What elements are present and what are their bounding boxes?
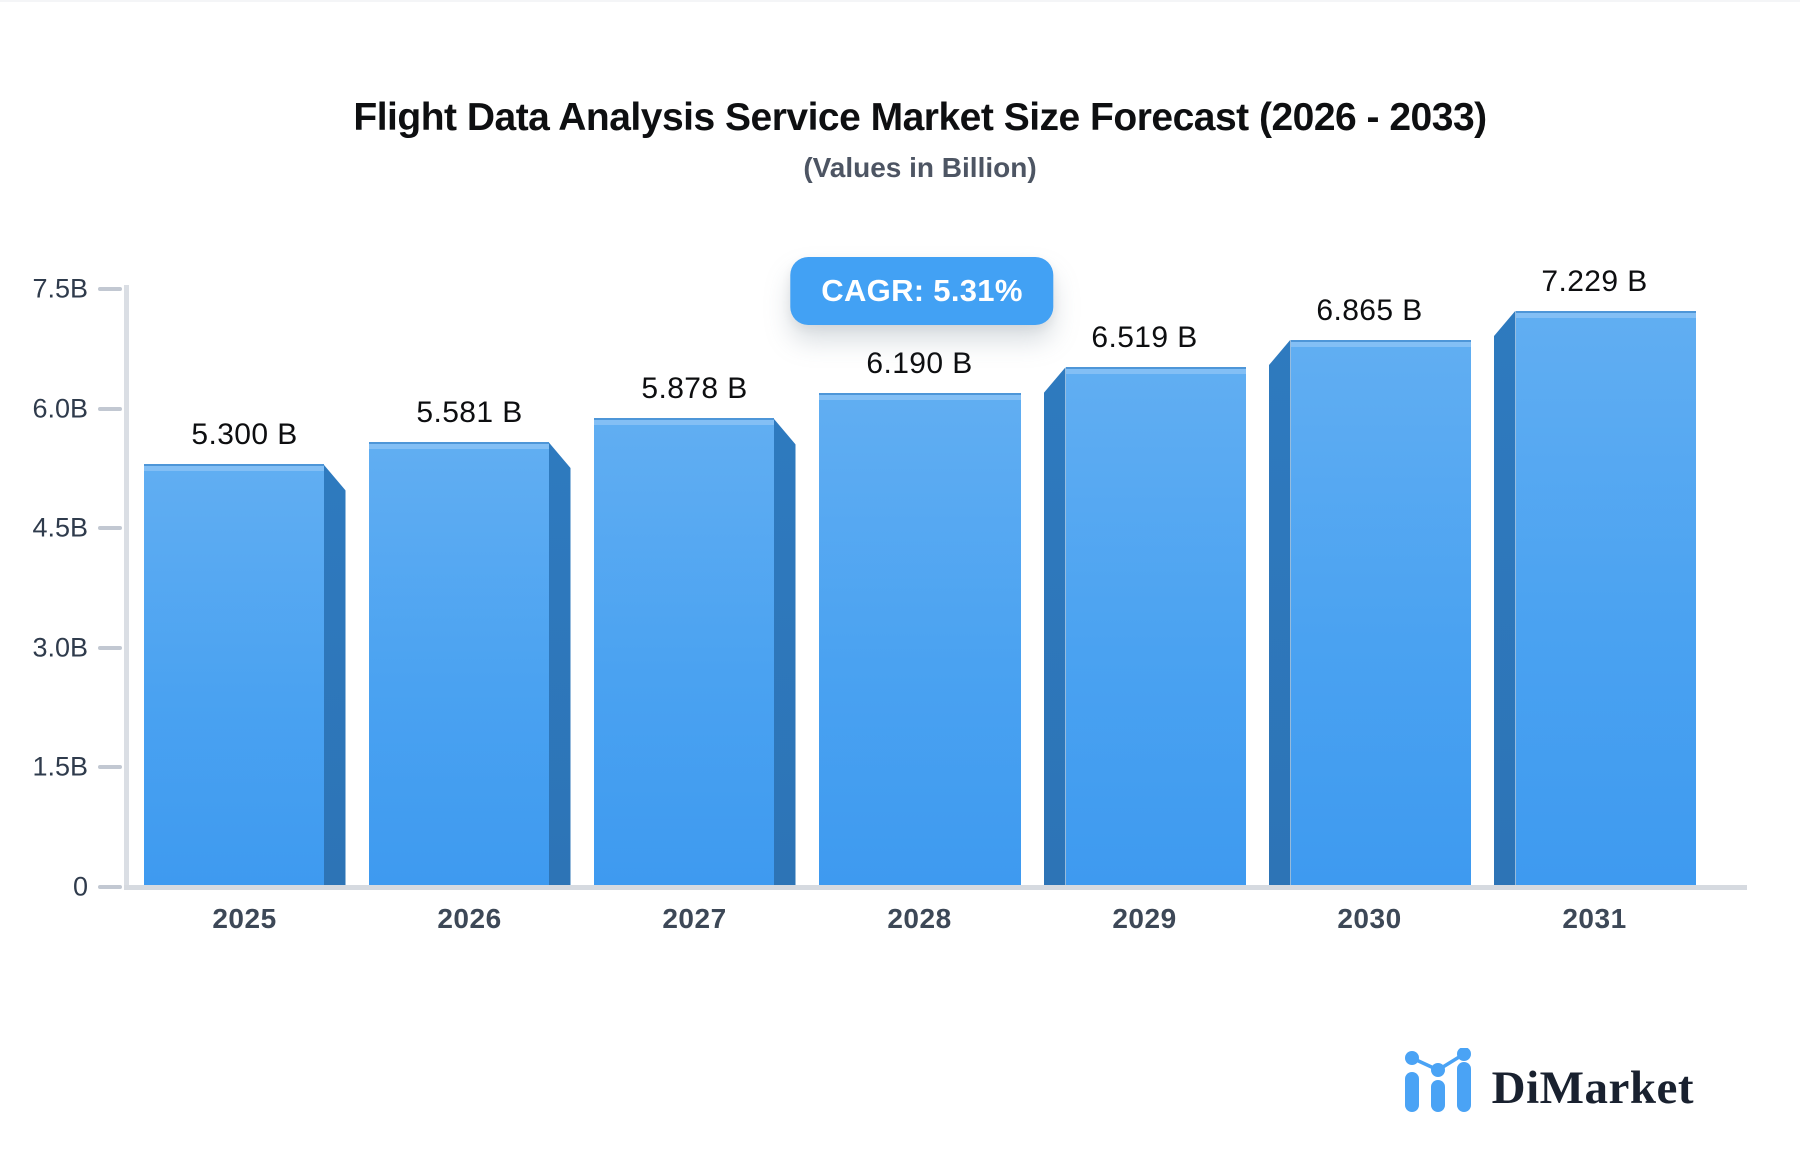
bar-face [1290, 339, 1471, 887]
bar-3d-side [773, 418, 796, 887]
bar-3d-side [1268, 339, 1291, 887]
dimarket-logo-text: DiMarket [1491, 1062, 1694, 1114]
bar: 6.865 B [1268, 294, 1471, 887]
x-axis-line [124, 885, 1747, 890]
bar-face [818, 393, 1021, 887]
y-tick-dash [98, 645, 122, 650]
bar-slot: 6.190 B 2028 [807, 289, 1032, 934]
bar-value-label: 5.878 B [641, 372, 748, 406]
bar: 5.581 B [368, 396, 571, 887]
cagr-badge-label: CAGR: 5.31% [821, 273, 1023, 308]
y-tick-label: 4.5B [32, 512, 88, 543]
dimarket-logo: DiMarket [1404, 1048, 1694, 1114]
bar-chart-trend-icon [1404, 1048, 1471, 1112]
y-tick-label: 3.0B [32, 632, 88, 663]
bar-value-label: 5.581 B [416, 396, 523, 430]
bar: 6.190 B [818, 347, 1021, 887]
bar-3d-side [323, 464, 346, 887]
x-axis-label: 2026 [437, 903, 502, 934]
bar-value-label: 5.300 B [191, 418, 298, 452]
y-tick-label: 1.5B [32, 751, 88, 782]
y-tick-label: 0 [72, 871, 88, 902]
x-axis-label: 2030 [1337, 903, 1402, 934]
bar: 7.229 B [1493, 265, 1696, 887]
bar: 5.878 B [593, 372, 796, 887]
bar-slot: 5.878 B 2027 [582, 289, 807, 934]
x-axis-label: 2025 [212, 903, 277, 934]
bar: 5.300 B [143, 418, 346, 887]
x-axis-label: 2029 [1112, 903, 1177, 934]
y-axis-line [124, 285, 129, 887]
y-tick-dash [98, 765, 122, 770]
bar-face [368, 442, 549, 887]
bar-slot: 6.865 B 2030 [1257, 289, 1482, 934]
bar-3d-side [1493, 310, 1516, 887]
bar-slot: 5.581 B 2026 [357, 289, 582, 934]
y-tick-label: 7.5B [32, 273, 88, 304]
bar-face [143, 464, 324, 887]
bar-slot: 5.300 B 2025 [132, 289, 357, 934]
bar-value-label: 6.865 B [1316, 293, 1423, 327]
bar-face [1515, 310, 1696, 887]
cagr-badge: CAGR: 5.31% [790, 257, 1054, 325]
bars-container: 5.300 B 2025 5.581 B 2026 5.878 B 2027 6.190 B… [132, 265, 1707, 934]
x-axis-label: 2027 [662, 903, 727, 934]
x-axis-label: 2028 [887, 903, 952, 934]
bar-slot: 6.519 B 2029 [1032, 289, 1257, 934]
y-tick-dash [98, 885, 122, 889]
y-tick-dash [98, 526, 122, 531]
bar: 6.519 B [1043, 321, 1246, 887]
y-tick-label: 6.0B [32, 393, 88, 424]
bar-face [1065, 367, 1246, 887]
bar-value-label: 7.229 B [1541, 264, 1648, 298]
chart-subtitle: (Values in Billion) [803, 152, 1037, 183]
y-tick-dash [98, 406, 122, 411]
bar-3d-side [1043, 367, 1066, 887]
chart-title: Flight Data Analysis Service Market Size… [353, 96, 1487, 139]
x-axis-label: 2031 [1562, 903, 1627, 934]
bar-value-label: 6.190 B [866, 347, 973, 381]
bar-3d-side [548, 442, 571, 887]
y-tick-dash [98, 287, 122, 291]
bar-face [593, 418, 774, 887]
bar-slot: 7.229 B 2031 [1482, 265, 1707, 934]
bar-value-label: 6.519 B [1091, 321, 1198, 355]
